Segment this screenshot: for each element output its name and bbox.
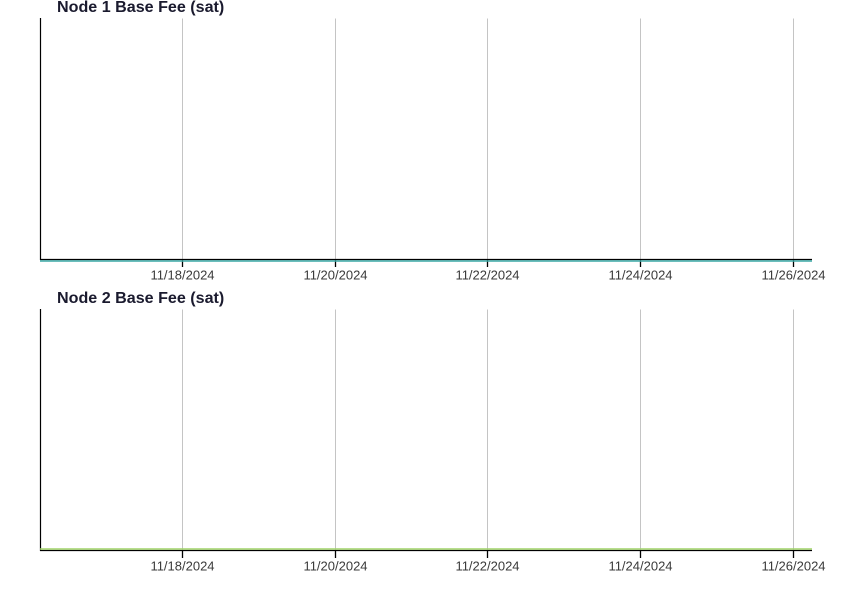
svg-text:11/18/2024: 11/18/2024: [150, 268, 214, 283]
svg-text:11/20/2024: 11/20/2024: [303, 268, 367, 283]
svg-text:11/26/2024: 11/26/2024: [761, 268, 825, 283]
svg-text:11/24/2024: 11/24/2024: [608, 268, 672, 283]
svg-text:11/18/2024: 11/18/2024: [150, 559, 214, 574]
svg-text:11/20/2024: 11/20/2024: [303, 559, 367, 574]
svg-text:11/22/2024: 11/22/2024: [455, 559, 519, 574]
svg-text:11/24/2024: 11/24/2024: [608, 559, 672, 574]
svg-text:11/22/2024: 11/22/2024: [455, 268, 519, 283]
svg-text:11/26/2024: 11/26/2024: [761, 559, 825, 574]
